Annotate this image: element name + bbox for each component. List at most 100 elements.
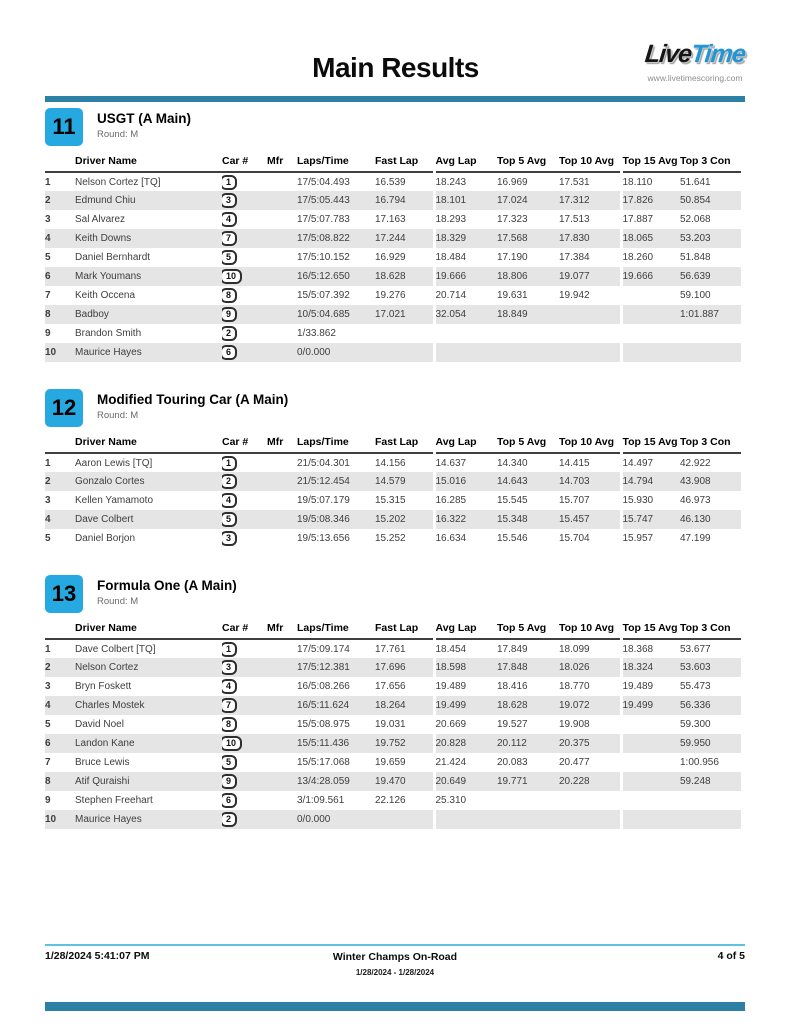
stat-cell-avg: 32.054 <box>432 305 497 324</box>
car-number-cell: 7 <box>222 229 267 248</box>
stat-cell-top5: 20.083 <box>497 757 528 768</box>
stat-cell-avg: 14.637 <box>432 453 497 472</box>
stat-cell-top15 <box>619 753 680 772</box>
stat-cell-top15: 18.260 <box>619 248 680 267</box>
table-row: 3 Kellen Yamamoto 4 19/5:07.179 15.315 16.285… <box>45 491 741 510</box>
driver-name-cell: Edmund Chiu <box>75 195 136 206</box>
table-row: 9 Stephen Freehart 6 3/1:09.561 22.126 25.310 <box>45 791 741 810</box>
stat-cell-top15 <box>619 305 680 324</box>
column-header-top3: Top 3 Con <box>680 622 741 640</box>
driver-name-cell: Maurice Hayes <box>75 814 142 825</box>
stat-cell-top15 <box>619 810 680 829</box>
stat-cell-avg: 18.454 <box>432 639 497 658</box>
column-header-avg: Avg Lap <box>432 622 497 640</box>
stat-cell-mfr <box>267 791 297 810</box>
column-header-car: Car # <box>222 436 267 454</box>
driver-name-cell: Stephen Freehart <box>75 795 153 806</box>
stat-cell-fast: 15.315 <box>375 495 406 506</box>
driver-name-cell: Bryn Foskett <box>75 681 132 692</box>
stat-cell-top15: 18.065 <box>619 229 680 248</box>
position-cell: 3 <box>45 495 51 506</box>
stat-cell-top10: 19.908 <box>559 719 590 730</box>
stat-cell-fast: 14.156 <box>375 457 406 469</box>
stat-cell-top15: 18.324 <box>619 658 680 677</box>
stat-cell-mfr <box>267 229 297 248</box>
stat-cell-mfr <box>267 343 297 362</box>
car-number-cell: 4 <box>222 677 267 696</box>
car-number-cell: 8 <box>222 286 267 305</box>
stat-cell-avg: 18.598 <box>432 658 497 677</box>
stat-cell-mfr <box>267 753 297 772</box>
stat-cell-top3: 1:00.956 <box>680 757 719 768</box>
stat-cell-fast: 19.470 <box>375 776 406 787</box>
column-header-top5: Top 5 Avg <box>497 622 559 640</box>
position-cell: 8 <box>45 776 51 787</box>
section-block: 11 USGT (A Main) Round: M Driver Name Car… <box>45 108 746 362</box>
column-header-driver: Driver Name <box>75 155 222 173</box>
table-row: 2 Nelson Cortez 3 17/5:12.381 17.696 18.598 17… <box>45 658 741 677</box>
stat-cell-top10: 19.072 <box>559 700 590 711</box>
stat-cell-fast: 16.794 <box>375 195 406 206</box>
section-number-badge: 12 <box>45 389 83 427</box>
car-number-cell: 6 <box>222 343 267 362</box>
stat-cell-laps: 21/5:04.301 <box>297 457 350 469</box>
stat-cell-fast: 16.539 <box>375 176 406 188</box>
stat-cell-avg: 20.714 <box>432 286 497 305</box>
stat-cell-top15: 18.368 <box>619 639 680 658</box>
stat-cell-avg: 20.649 <box>432 772 497 791</box>
stat-cell-avg: 21.424 <box>432 753 497 772</box>
footer-page-number: 4 of 5 <box>717 950 745 962</box>
column-header-top10: Top 10 Avg <box>559 622 621 640</box>
stat-cell-laps: 17/5:05.443 <box>297 195 350 206</box>
position-cell: 4 <box>45 233 51 244</box>
stat-cell-top5: 19.631 <box>497 290 528 301</box>
column-header-mfr: Mfr <box>267 155 297 173</box>
stat-cell-top5: 17.848 <box>497 662 528 673</box>
stat-cell-top10: 18.099 <box>559 643 590 655</box>
footer-rule <box>45 944 745 946</box>
column-header-laps: Laps/Time <box>297 436 375 454</box>
stat-cell-top15: 15.747 <box>619 510 680 529</box>
stat-cell-mfr <box>267 305 297 324</box>
section-block: 12 Modified Touring Car (A Main) Round: … <box>45 389 746 548</box>
stat-cell-top15 <box>619 772 680 791</box>
stat-cell-top5: 18.849 <box>497 309 528 320</box>
car-number-cell: 9 <box>222 305 267 324</box>
table-row: 4 Charles Mostek 7 16/5:11.624 18.264 19.499 1… <box>45 696 741 715</box>
car-number-cell: 4 <box>222 210 267 229</box>
stat-cell-mfr <box>267 510 297 529</box>
stat-cell-top5: 20.112 <box>497 738 527 749</box>
stat-cell-mfr <box>267 734 297 753</box>
stat-cell-top5: 14.340 <box>497 457 528 469</box>
stat-cell-laps: 15/5:11.436 <box>297 738 350 749</box>
stat-cell-top15: 15.957 <box>619 529 680 548</box>
stat-cell-top5: 14.643 <box>497 476 528 487</box>
stat-cell-top5: 17.024 <box>497 195 528 206</box>
position-cell: 9 <box>45 328 51 339</box>
stat-cell-laps: 17/5:07.783 <box>297 214 350 225</box>
stat-cell-top5: 17.190 <box>497 252 528 263</box>
stat-cell-top3: 55.473 <box>680 681 711 692</box>
stat-cell-avg <box>432 810 497 829</box>
stat-cell-top5: 15.348 <box>497 514 528 525</box>
stat-cell-laps: 10/5:04.685 <box>297 309 350 320</box>
stat-cell-top5: 15.546 <box>497 533 528 544</box>
stat-cell-top5 <box>497 791 559 810</box>
position-cell: 10 <box>45 347 57 358</box>
stat-cell-fast: 17.244 <box>375 233 406 244</box>
stat-cell-top5 <box>497 810 559 829</box>
car-number-cell: 4 <box>222 491 267 510</box>
stat-cell-avg: 16.322 <box>432 510 497 529</box>
driver-name-cell: Mark Youmans <box>75 271 142 282</box>
table-row: 1 Aaron Lewis [TQ] 1 21/5:04.301 14.156 14.63… <box>45 453 741 472</box>
stat-cell-fast <box>375 810 434 829</box>
stat-cell-top3 <box>680 343 741 362</box>
stat-cell-top5: 15.545 <box>497 495 528 506</box>
stat-cell-top10: 18.026 <box>559 662 590 673</box>
stat-cell-laps: 16/5:12.650 <box>297 271 350 282</box>
table-row: 4 Keith Downs 7 17/5:08.822 17.244 18.329 17.5… <box>45 229 741 248</box>
car-number-cell: 9 <box>222 772 267 791</box>
position-cell: 6 <box>45 271 51 282</box>
driver-name-cell: Aaron Lewis [TQ] <box>75 457 153 469</box>
stat-cell-top10: 20.375 <box>559 738 590 749</box>
